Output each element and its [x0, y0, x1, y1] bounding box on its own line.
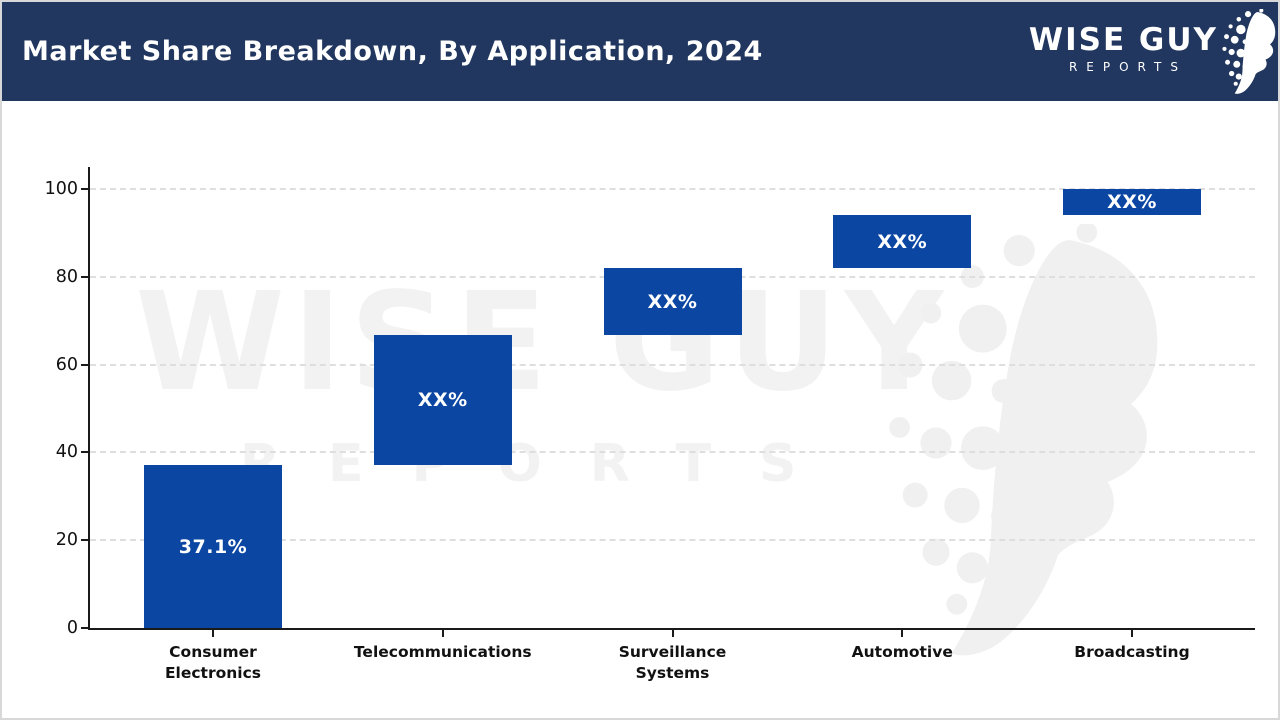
x-tick-label-automotive: Automotive — [851, 643, 953, 661]
bar-value-label-surveillance-systems: XX% — [647, 290, 698, 313]
x-tick-telecommunications — [441, 630, 444, 637]
x-tick-surveillance-systems — [671, 630, 674, 637]
bar-value-label-automotive: XX% — [877, 230, 928, 253]
page-title: Market Share Breakdown, By Application, … — [22, 36, 763, 67]
x-tick-label-surveillance-systems: Surveillance Systems — [618, 643, 727, 683]
y-tick-label-40: 40 — [55, 442, 78, 463]
y-tick-80 — [81, 275, 90, 278]
gridline-60 — [90, 363, 1255, 366]
x-tick-label-consumer-electronics: Consumer Electronics — [164, 643, 262, 683]
bar-surveillance-systems: XX% — [603, 268, 742, 336]
y-tick-0 — [81, 627, 90, 629]
logo-wordmark: WISE GUY — [1028, 22, 1218, 58]
header-bar: Market Share Breakdown, By Application, … — [2, 2, 1278, 101]
bar-consumer-electronics: 37.1% — [144, 465, 282, 628]
gridline-40 — [90, 451, 1255, 454]
bar-value-label-broadcasting: XX% — [1107, 190, 1157, 213]
gridline-20 — [90, 539, 1255, 542]
logo-subtitle: REPORTS — [1068, 59, 1187, 74]
x-axis — [88, 628, 1255, 630]
gridline-100 — [90, 188, 1255, 190]
bar-broadcasting: XX% — [1063, 189, 1201, 215]
y-tick-20 — [81, 539, 90, 542]
x-tick-label-broadcasting: Broadcasting — [1074, 643, 1190, 661]
bar-value-label-telecommunications: XX% — [417, 389, 468, 412]
y-axis — [88, 167, 90, 630]
watermark-subtitle: REPORTS — [240, 434, 845, 494]
y-tick-label-100: 100 — [44, 179, 78, 199]
x-tick-automotive — [901, 630, 904, 637]
logo-head-icon — [1216, 8, 1278, 95]
y-tick-40 — [81, 451, 90, 454]
bar-automotive: XX% — [833, 214, 972, 269]
x-tick-label-telecommunications: Telecommunications — [353, 643, 532, 661]
watermark-wordmark: WISE GUY — [135, 264, 951, 422]
y-tick-label-0: 0 — [66, 618, 78, 638]
x-tick-broadcasting — [1131, 630, 1133, 637]
y-tick-label-80: 80 — [55, 266, 78, 287]
wiseguy-logo: WISE GUY REPORTS — [1029, 24, 1218, 74]
bar-value-label-consumer-electronics: 37.1% — [178, 535, 248, 558]
bar-telecommunications: XX% — [373, 335, 512, 466]
y-tick-60 — [81, 363, 90, 366]
y-tick-label-60: 60 — [55, 354, 78, 375]
y-tick-label-20: 20 — [55, 530, 78, 551]
y-tick-100 — [81, 188, 90, 190]
x-tick-consumer-electronics — [212, 630, 214, 637]
